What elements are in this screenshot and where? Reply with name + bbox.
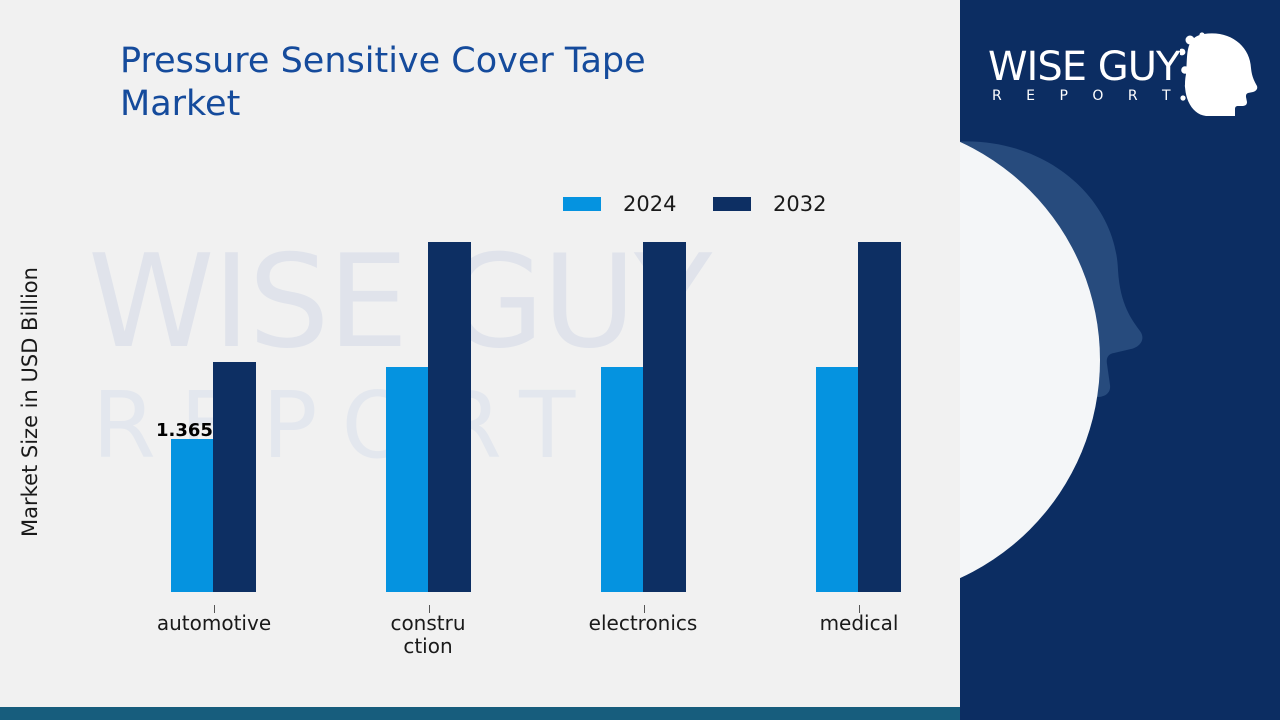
x-label-electronics: electronics [588,611,698,635]
logo-wordmark: WISE GUY [988,44,1180,90]
x-label-construction: constru ction [358,612,498,658]
legend-label-2032: 2032 [773,192,827,216]
x-label-construction-line-2: ction [403,634,453,658]
bar-2024-medical[interactable] [816,367,858,592]
legend-item-2024[interactable]: 2024 [563,192,676,216]
legend-item-2032[interactable]: 2032 [713,192,826,216]
bar-2032-medical[interactable] [858,242,901,592]
bar-value-label-automotive-2024: 1.365 [156,420,213,441]
bar-2024-electronics[interactable] [601,367,643,592]
x-label-medical: medical [819,611,899,635]
brand-logo[interactable]: WISE GUY R E P O R T S [980,28,1260,118]
bar-2024-automotive[interactable] [171,439,213,592]
bottom-accent-strip [0,707,960,720]
bar-2032-electronics[interactable] [643,242,686,592]
bar-2032-automotive[interactable] [213,362,256,592]
legend-swatch-2024 [563,197,601,211]
page-title: Pressure Sensitive Cover Tape Market [120,41,646,124]
x-tick-construction [429,605,430,613]
legend-label-2024: 2024 [623,192,677,216]
logo-subtitle: R E P O R T S [992,88,1214,104]
x-label-construction-line-1: constru [390,611,466,635]
legend-swatch-2032 [713,197,751,211]
bar-2024-construction[interactable] [386,367,428,592]
x-tick-electronics [644,605,645,613]
dot-cloud-pattern [960,130,1050,550]
plot-area: 1.365 automotive constru ction electroni… [156,242,901,658]
x-tick-automotive [214,605,215,613]
decorative-right-panel [960,0,1280,720]
x-tick-medical [859,605,860,613]
x-label-automotive: automotive [156,611,272,635]
bar-2032-construction[interactable] [428,242,471,592]
dotted-head-profile-icon [1180,32,1258,116]
bar-chart: Market Size in USD Billion 2024 2032 1.3… [18,192,901,658]
